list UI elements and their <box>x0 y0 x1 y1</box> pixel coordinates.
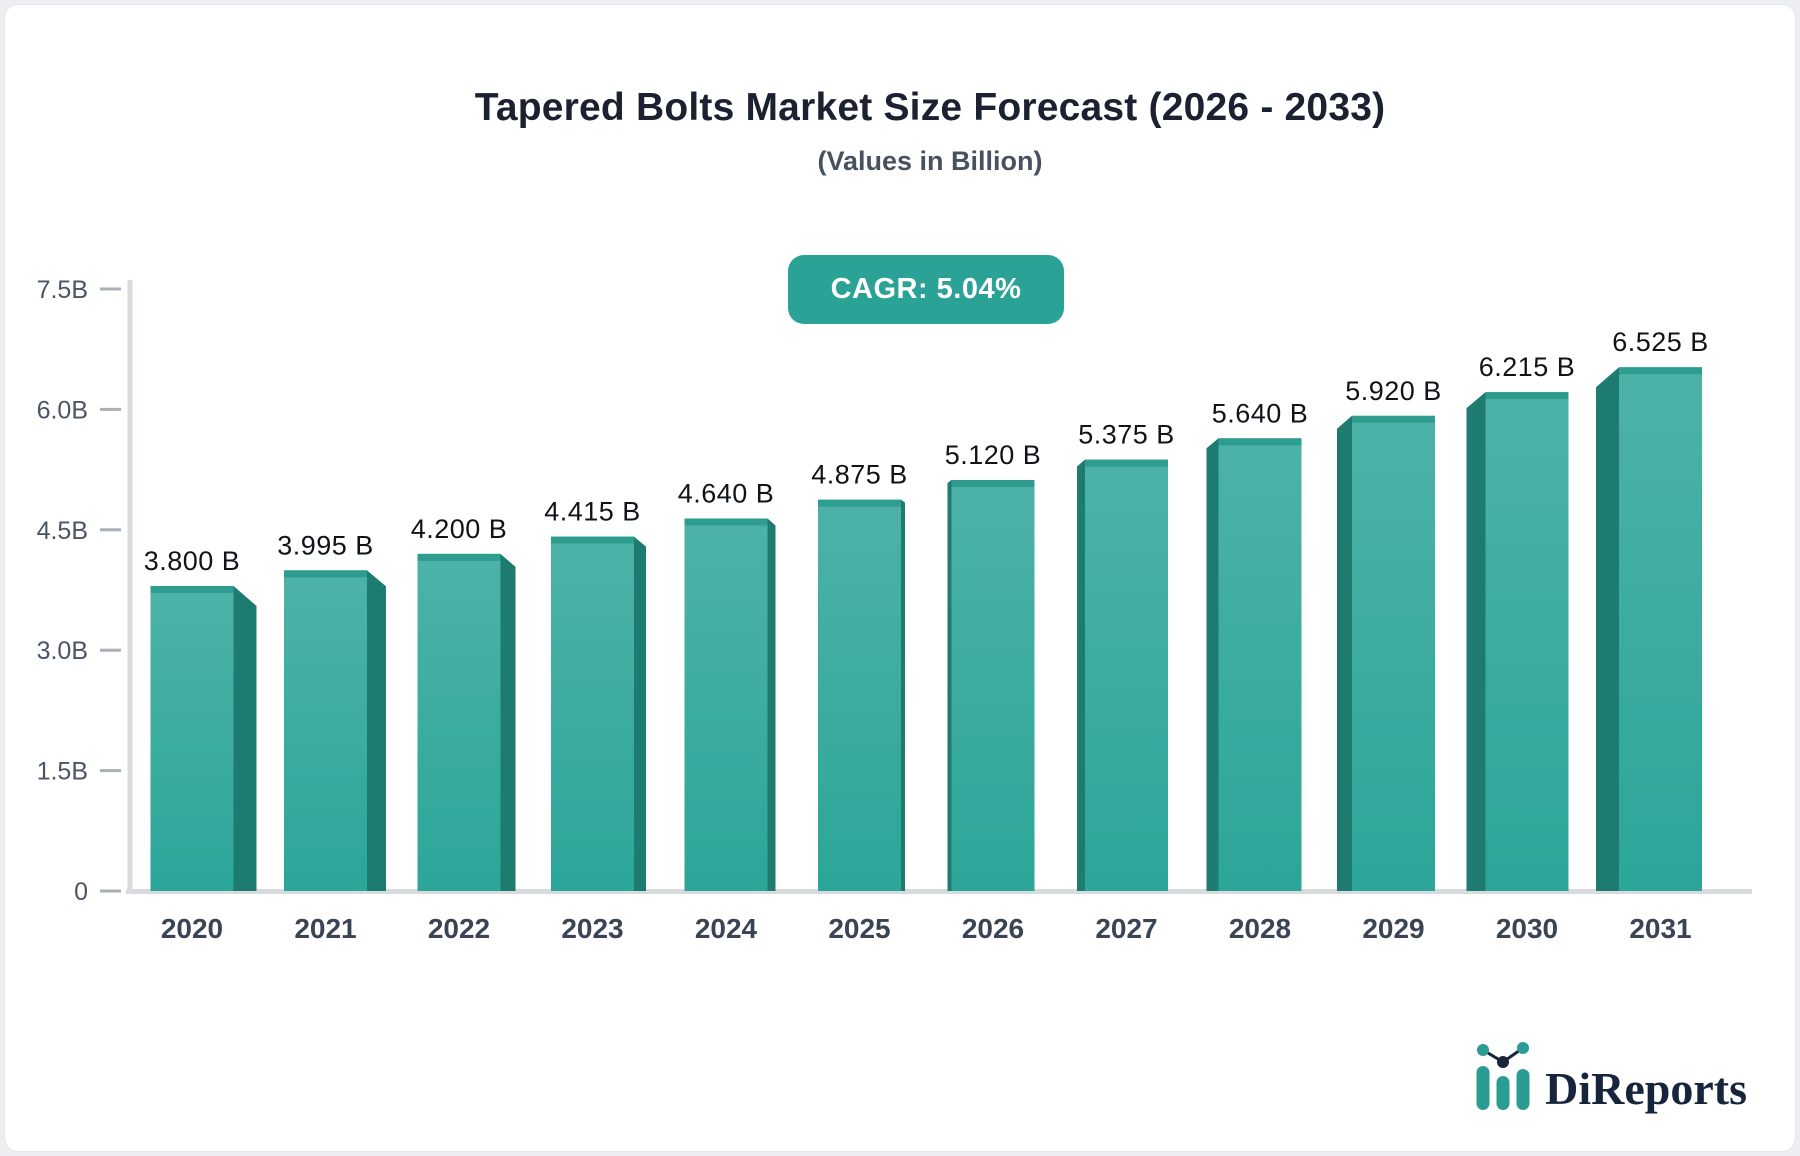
x-axis-label: 2026 <box>962 913 1024 944</box>
bar-side-face <box>767 518 776 891</box>
bar-2023 <box>551 536 634 891</box>
bar-side-face <box>233 585 257 891</box>
bar-2027 <box>1085 459 1168 891</box>
y-axis-label: 0 <box>74 878 88 906</box>
bar-value-label: 4.415 B <box>544 497 641 527</box>
bar-side-face <box>901 499 905 891</box>
y-axis-label: 4.5B <box>37 517 88 545</box>
y-axis-line <box>127 280 133 893</box>
bar-2022 <box>417 553 501 891</box>
bar-2030 <box>1485 392 1569 891</box>
x-axis-label: 2029 <box>1362 913 1424 944</box>
x-axis-line <box>126 889 1752 894</box>
bar-top-edge <box>1619 367 1702 375</box>
bar-top-edge <box>684 518 768 526</box>
cagr-badge: CAGR: 5.04% <box>788 255 1064 324</box>
x-axis-label: 2024 <box>695 913 758 944</box>
bar-value-label: 5.120 B <box>945 440 1042 470</box>
y-tick-mark <box>100 769 121 773</box>
bar-top-edge <box>417 553 501 561</box>
bar-top-edge <box>951 480 1035 488</box>
bar-value-label: 4.640 B <box>678 479 775 509</box>
bar-2029 <box>1352 415 1435 891</box>
x-axis-label: 2031 <box>1629 913 1691 944</box>
direports-logo: DiReports <box>1474 1042 1747 1114</box>
chart-title: Tapered Bolts Market Size Forecast (2026… <box>474 86 1386 129</box>
x-axis-label: 2021 <box>294 913 356 944</box>
bar-side-face <box>367 570 386 891</box>
bar-top-edge <box>1352 415 1435 423</box>
bar-top-edge <box>1218 438 1302 446</box>
x-axis-label: 2025 <box>828 913 890 944</box>
bar-top-edge <box>818 499 901 507</box>
x-axis-label: 2030 <box>1496 913 1558 944</box>
y-axis-label: 3.0B <box>37 637 88 665</box>
bar-side-face <box>1596 367 1619 891</box>
bar-side-face <box>1206 438 1219 891</box>
bar-side-face <box>500 553 516 891</box>
bar-value-label: 5.640 B <box>1212 398 1309 428</box>
bar-2025 <box>818 499 901 891</box>
bar-side-face <box>1466 392 1486 891</box>
bar-chart-trend-icon <box>1476 1042 1530 1110</box>
bar-value-label: 6.215 B <box>1479 352 1576 382</box>
y-axis-label: 7.5B <box>37 276 88 304</box>
chart-subtitle: (Values in Billion) <box>817 146 1043 176</box>
y-tick-mark <box>100 889 121 893</box>
bar-value-label: 5.920 B <box>1345 376 1442 406</box>
bar-value-label: 5.375 B <box>1078 420 1175 450</box>
y-tick-mark <box>100 287 121 291</box>
logo-text: DiReports <box>1545 1062 1747 1114</box>
bar-value-label: 3.995 B <box>277 530 374 560</box>
bar-top-edge <box>1485 392 1569 400</box>
bar-side-face <box>1077 459 1085 891</box>
bar-2020 <box>150 585 234 891</box>
bar-side-face <box>947 480 952 891</box>
y-tick-mark <box>100 648 121 652</box>
bar-side-face <box>634 536 646 891</box>
y-tick-mark <box>100 528 121 532</box>
bar-2024 <box>684 518 768 891</box>
bar-value-label: 3.800 B <box>144 546 241 576</box>
x-axis-label: 2023 <box>561 913 623 944</box>
x-axis-label: 2028 <box>1229 913 1291 944</box>
bar-2021 <box>284 570 367 891</box>
bar-top-edge <box>551 536 634 544</box>
bar-top-edge <box>1085 459 1168 467</box>
y-tick-mark <box>100 407 121 411</box>
bar-value-label: 4.875 B <box>811 460 908 490</box>
bar-value-label: 4.200 B <box>411 514 508 544</box>
x-axis-label: 2022 <box>428 913 490 944</box>
bar-2026 <box>951 480 1035 891</box>
bar-top-edge <box>150 585 234 593</box>
y-axis-label: 6.0B <box>37 396 88 424</box>
bar-side-face <box>1337 415 1352 891</box>
bar-value-label: 6.525 B <box>1612 327 1709 357</box>
x-axis-label: 2027 <box>1095 913 1157 944</box>
bar-2031 <box>1619 367 1702 891</box>
bar-2028 <box>1218 438 1302 891</box>
x-axis-label: 2020 <box>161 913 223 944</box>
bar-top-edge <box>284 570 367 578</box>
y-axis-label: 1.5B <box>37 758 88 786</box>
